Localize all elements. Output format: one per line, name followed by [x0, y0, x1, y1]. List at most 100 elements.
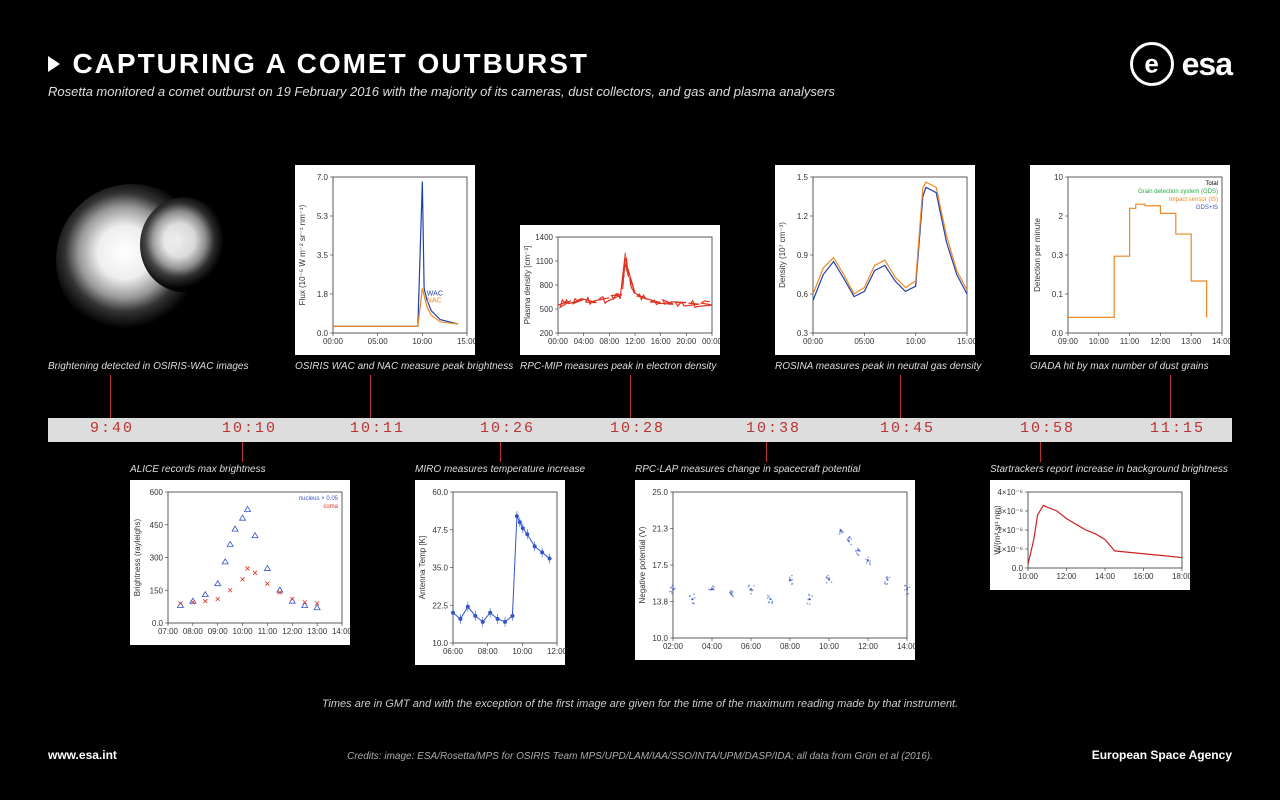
svg-text:0.0: 0.0	[1052, 329, 1064, 338]
svg-text:3.5: 3.5	[317, 251, 329, 260]
panel-caption: Brightening detected in OSIRIS-WAC image…	[48, 361, 288, 372]
panel-caption: RPC-LAP measures change in spacecraft po…	[635, 464, 955, 475]
svg-text:00:00: 00:00	[323, 337, 344, 346]
svg-text:05:00: 05:00	[854, 337, 875, 346]
svg-text:12:00: 12:00	[858, 642, 879, 651]
svg-text:21.3: 21.3	[652, 525, 668, 534]
svg-text:06:00: 06:00	[443, 647, 464, 656]
svg-text:12:00: 12:00	[1150, 337, 1171, 346]
panel-caption: GIADA hit by max number of dust grains	[1030, 361, 1270, 372]
svg-text:06:00: 06:00	[741, 642, 762, 651]
time-label: 10:10	[222, 420, 277, 437]
svg-text:16:00: 16:00	[1133, 572, 1154, 581]
arrow-icon	[48, 56, 60, 72]
svg-text:22.5: 22.5	[432, 601, 448, 610]
svg-text:04:00: 04:00	[574, 337, 595, 346]
svg-text:60.0: 60.0	[432, 488, 448, 497]
svg-text:Density (10⁷ cm⁻³): Density (10⁷ cm⁻³)	[778, 222, 787, 288]
svg-text:13:00: 13:00	[307, 627, 328, 636]
chart-panel: 02:0004:0006:0008:0010:0012:0014:00Negat…	[635, 480, 915, 660]
chart-panel: 00:0005:0010:0015:00Flux (10⁻⁵ W m⁻² sr⁻…	[295, 165, 475, 355]
svg-text:18:00: 18:00	[1172, 572, 1190, 581]
svg-text:2: 2	[1059, 212, 1064, 221]
chart-panel: 09:0010:0011:0012:0013:0014:00Detection …	[1030, 165, 1230, 355]
svg-text:NAC: NAC	[427, 297, 442, 304]
svg-text:10.0: 10.0	[652, 634, 668, 643]
svg-text:11:00: 11:00	[1120, 337, 1140, 346]
svg-text:0.0: 0.0	[1012, 564, 1024, 573]
credits: Credits: image: ESA/Rosetta/MPS for OSIR…	[0, 751, 1280, 762]
panel-caption: MIRO measures temperature increase	[415, 464, 605, 475]
svg-text:Impact sensor (IS): Impact sensor (IS)	[1169, 197, 1218, 203]
chart-panel: 06:0008:0010:0012:00Antenna Temp [K]10.0…	[415, 480, 565, 665]
svg-text:450: 450	[150, 521, 164, 530]
svg-text:1100: 1100	[536, 257, 554, 266]
svg-text:0.1: 0.1	[1052, 290, 1064, 299]
panel-caption: Startrackers report increase in backgrou…	[990, 464, 1230, 475]
svg-text:GDS+IS: GDS+IS	[1196, 205, 1218, 211]
connector-line	[500, 442, 501, 462]
svg-text:3×10⁻⁶: 3×10⁻⁶	[997, 507, 1023, 516]
svg-text:10: 10	[1054, 173, 1063, 182]
svg-text:0.6: 0.6	[797, 290, 809, 299]
svg-text:14:00: 14:00	[332, 627, 350, 636]
svg-text:10:00: 10:00	[512, 647, 533, 656]
svg-text:Flux (10⁻⁵ W m⁻² sr⁻¹ nm⁻¹): Flux (10⁻⁵ W m⁻² sr⁻¹ nm⁻¹)	[298, 204, 307, 305]
svg-text:25.0: 25.0	[652, 488, 668, 497]
svg-text:10:00: 10:00	[233, 627, 254, 636]
chart-panel: 10:0012:0014:0016:0018:00W/(m² sr¹ nm)0.…	[990, 480, 1190, 590]
svg-text:13.8: 13.8	[652, 598, 668, 607]
chart-panel	[48, 165, 248, 355]
svg-text:12:00: 12:00	[1056, 572, 1077, 581]
footer-url: www.esa.int	[48, 748, 117, 762]
svg-text:17.5: 17.5	[652, 561, 668, 570]
svg-text:0.3: 0.3	[1052, 251, 1064, 260]
svg-text:Detection per minute: Detection per minute	[1033, 218, 1042, 292]
logo-text: esa	[1182, 46, 1232, 83]
svg-text:0.3: 0.3	[797, 329, 809, 338]
chart-panel: 00:0004:0008:0012:0016:0020:0000:00Plasm…	[520, 225, 720, 355]
svg-text:1×10⁻⁶: 1×10⁻⁶	[997, 545, 1023, 554]
svg-text:14:00: 14:00	[1212, 337, 1230, 346]
esa-logo: e esa	[1130, 42, 1232, 86]
svg-text:1400: 1400	[535, 233, 553, 242]
time-label: 10:26	[480, 420, 535, 437]
svg-text:00:00: 00:00	[702, 337, 720, 346]
svg-text:Plasma density [cm⁻³]: Plasma density [cm⁻³]	[523, 246, 532, 324]
svg-text:10:00: 10:00	[906, 337, 927, 346]
svg-text:10.0: 10.0	[432, 639, 448, 648]
page-title: CAPTURING A COMET OUTBURST	[72, 48, 589, 80]
svg-text:14:00: 14:00	[1095, 572, 1116, 581]
logo-circle-icon: e	[1130, 42, 1174, 86]
svg-text:200: 200	[540, 329, 554, 338]
time-label: 11:15	[1150, 420, 1205, 437]
svg-text:1.5: 1.5	[797, 173, 809, 182]
svg-text:02:00: 02:00	[663, 642, 684, 651]
svg-text:00:00: 00:00	[803, 337, 824, 346]
chart-panel: 07:0008:0009:0010:0011:0012:0013:0014:00…	[130, 480, 350, 645]
svg-text:4×10⁻⁶: 4×10⁻⁶	[997, 488, 1023, 497]
svg-text:Grain detection system (GDS): Grain detection system (GDS)	[1138, 189, 1218, 195]
panel-caption: RPC-MIP measures peak in electron densit…	[520, 361, 760, 372]
svg-text:0.0: 0.0	[317, 329, 329, 338]
svg-text:14:00: 14:00	[897, 642, 915, 651]
svg-text:500: 500	[540, 305, 554, 314]
connector-line	[766, 442, 767, 462]
svg-text:08:00: 08:00	[780, 642, 801, 651]
svg-text:05:00: 05:00	[368, 337, 389, 346]
svg-text:10:00: 10:00	[819, 642, 840, 651]
page-subtitle: Rosetta monitored a comet outburst on 19…	[48, 84, 1232, 99]
svg-text:10:00: 10:00	[412, 337, 433, 346]
svg-text:20:00: 20:00	[676, 337, 697, 346]
footer-agency: European Space Agency	[1092, 748, 1232, 762]
panel-caption: OSIRIS WAC and NAC measure peak brightne…	[295, 361, 515, 372]
svg-text:00:00: 00:00	[548, 337, 569, 346]
svg-text:300: 300	[150, 554, 164, 563]
svg-text:7.0: 7.0	[317, 173, 329, 182]
svg-text:150: 150	[150, 586, 164, 595]
time-label: 10:45	[880, 420, 935, 437]
svg-text:nucleus × 0.05: nucleus × 0.05	[299, 496, 339, 502]
connector-line	[110, 375, 111, 418]
svg-text:12:00: 12:00	[625, 337, 646, 346]
svg-text:08:00: 08:00	[478, 647, 499, 656]
